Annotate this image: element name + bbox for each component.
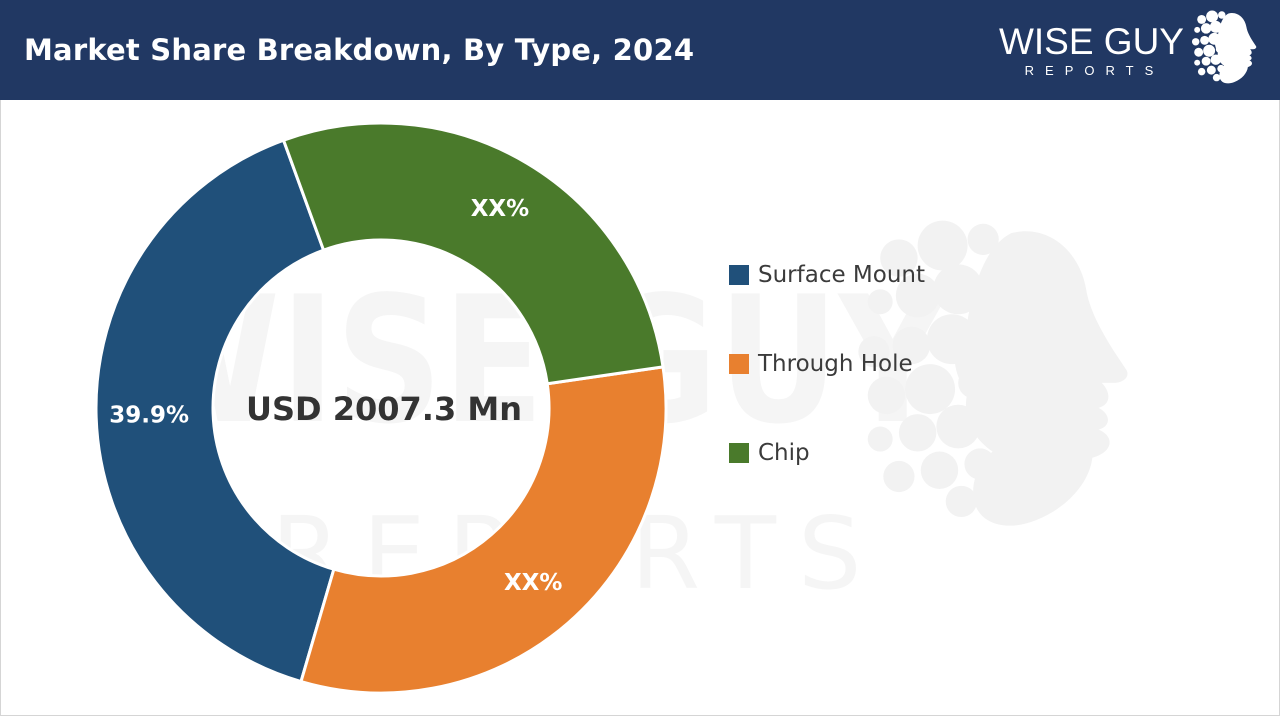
legend-item-through-hole[interactable]: Through Hole: [729, 351, 925, 377]
chart-legend: Surface Mount Through Hole Chip: [729, 262, 925, 466]
brand-name: WISE GUY: [998, 20, 1184, 62]
brand-subtitle: REPORTS: [1024, 62, 1165, 78]
legend-item-chip[interactable]: Chip: [729, 440, 925, 466]
donut-segment-chip[interactable]: [281, 121, 665, 386]
brand-text: WISE GUY REPORTS: [999, 23, 1184, 78]
donut-segment-surface-mount[interactable]: [94, 138, 336, 684]
wiseguy-face-icon: [1188, 9, 1266, 91]
segment-label-surface-mount: 39.9%: [109, 402, 189, 428]
legend-item-surface-mount[interactable]: Surface Mount: [729, 262, 925, 288]
segment-label-through-hole: XX%: [504, 570, 563, 596]
header: Market Share Breakdown, By Type, 2024 WI…: [0, 0, 1280, 100]
legend-swatch-chip: [729, 443, 749, 463]
legend-swatch-surface-mount: [729, 265, 749, 285]
donut-segment-through-hole[interactable]: [299, 365, 668, 695]
legend-label: Surface Mount: [758, 262, 926, 288]
donut-chart: 39.9% XX% XX% USD 2007.3 Mn: [94, 121, 668, 695]
chart-area: WISE GUY REPORTS 39.9%XX%XX%USD 2007.3 M…: [0, 100, 1280, 716]
donut-center-value: USD 2007.3 Mn: [246, 390, 522, 428]
page-title: Market Share Breakdown, By Type, 2024: [24, 33, 695, 67]
brand-logo: WISE GUY REPORTS: [999, 9, 1266, 91]
legend-label: Chip: [758, 440, 810, 466]
legend-label: Through Hole: [758, 351, 913, 377]
segment-label-chip: XX%: [471, 196, 530, 222]
legend-swatch-through-hole: [729, 354, 749, 374]
